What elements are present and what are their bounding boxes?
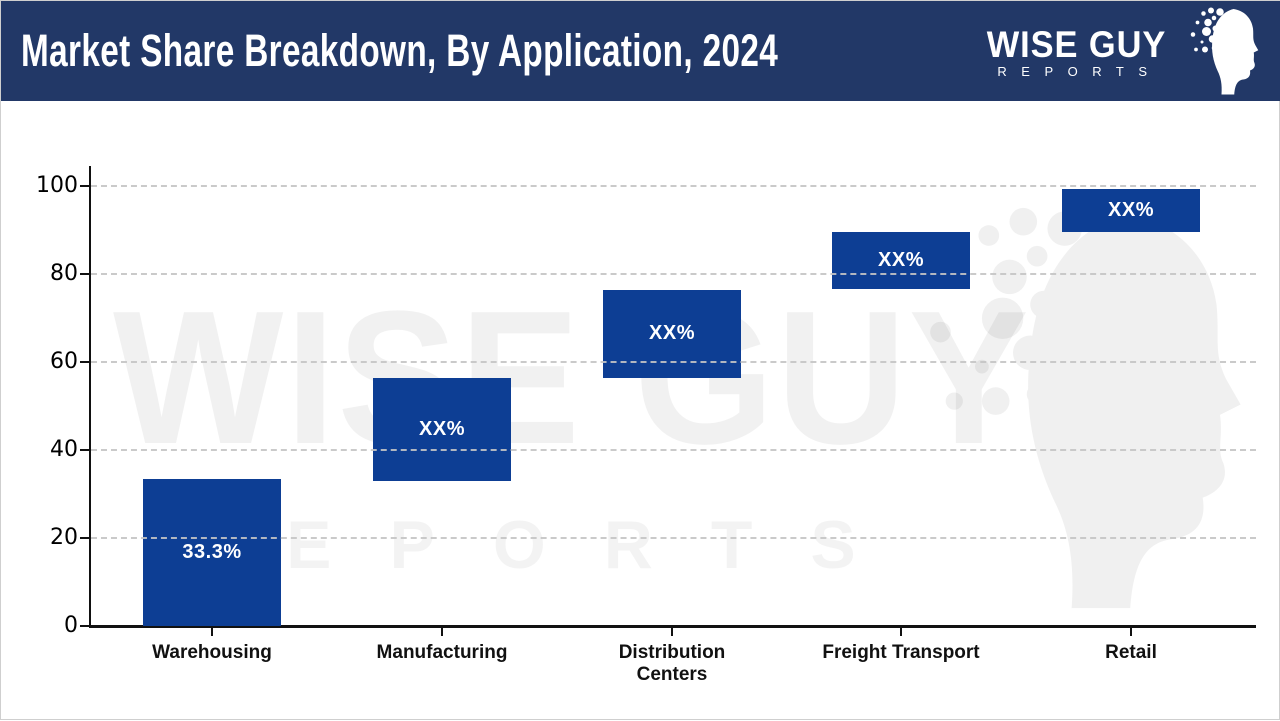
x-tick-label: Retail <box>1105 642 1157 663</box>
x-tick-mark <box>441 628 443 636</box>
y-tick-label: 0 <box>64 613 78 638</box>
bar: XX% <box>1062 189 1200 232</box>
y-tick-mark <box>80 185 89 187</box>
page-title: Market Share Breakdown, By Application, … <box>21 25 779 76</box>
bar-label: XX% <box>419 417 465 440</box>
y-tick-mark <box>80 625 89 627</box>
waterfall-chart: 33.3% XX% XX% XX% XX% 0 20 40 60 80 100 Warehousin… <box>1 101 1280 721</box>
plot-area: 33.3% XX% XX% XX% XX% <box>89 166 1256 628</box>
brand-subtitle: REPORTS <box>997 63 1162 79</box>
x-tick-mark <box>671 628 673 636</box>
brand-logo-text: WISE GUY REPORTS <box>980 24 1173 79</box>
bar: XX% <box>603 289 741 378</box>
gridline <box>91 537 1256 539</box>
y-tick-label: 60 <box>50 349 78 374</box>
x-tick-mark <box>1130 628 1132 636</box>
bar-label: XX% <box>1108 198 1154 221</box>
x-tick-label: Manufacturing <box>376 642 508 663</box>
y-tick-mark <box>80 273 89 275</box>
face-profile-icon <box>1190 7 1259 95</box>
y-tick-label: 80 <box>50 261 78 286</box>
bar-label: XX% <box>649 322 695 345</box>
x-tick-mark <box>900 628 902 636</box>
x-tick-mark <box>211 628 213 636</box>
bar: 33.3% <box>143 479 281 626</box>
y-tick-mark <box>80 449 89 451</box>
x-tick-label: Distribution Centers <box>618 642 726 685</box>
y-tick-mark <box>80 361 89 363</box>
brand-name: WISE GUY <box>986 23 1167 65</box>
x-tick-label: Warehousing <box>152 642 272 663</box>
gridline <box>91 449 1256 451</box>
gridline <box>91 273 1256 275</box>
y-tick-mark <box>80 537 89 539</box>
x-tick-label: Freight Transport <box>822 642 980 663</box>
y-tick-label: 40 <box>50 437 78 462</box>
y-tick-label: 20 <box>50 525 78 550</box>
bar-label: 33.3% <box>182 541 242 564</box>
gridline <box>91 361 1256 363</box>
header: Market Share Breakdown, By Application, … <box>1 1 1280 101</box>
gridline <box>91 185 1256 187</box>
y-tick-label: 100 <box>36 173 78 198</box>
bar-label: XX% <box>878 248 924 271</box>
bar: XX% <box>373 377 511 481</box>
bar: XX% <box>832 231 970 289</box>
brand-logo: WISE GUY REPORTS <box>980 5 1271 97</box>
